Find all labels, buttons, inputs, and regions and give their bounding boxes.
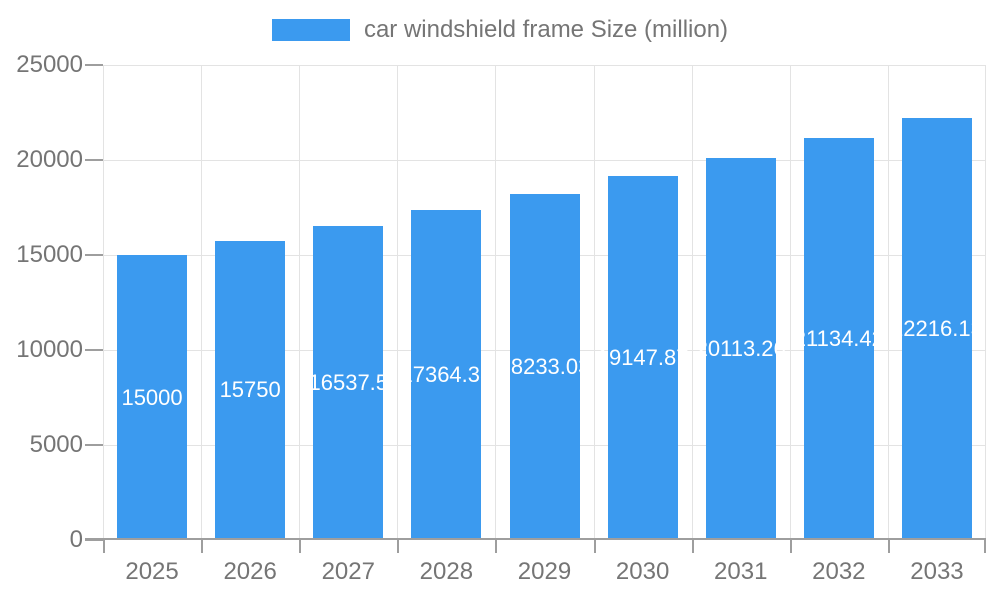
- x-axis-baseline: [85, 538, 986, 540]
- y-axis-label-10000: 10000: [16, 336, 83, 363]
- x-axis-label-2025: 2025: [125, 558, 179, 585]
- x-axis-tick-9: [984, 540, 986, 553]
- gridline-v-2: [299, 65, 301, 540]
- bar-2028[interactable]: [411, 210, 482, 540]
- gridline-v-8: [887, 65, 889, 540]
- x-axis-tick-2: [299, 540, 302, 553]
- x-axis-label-2027: 2027: [321, 558, 375, 585]
- y-axis-label-25000: 25000: [16, 51, 83, 78]
- x-axis-tick-5: [593, 540, 596, 553]
- gridline-v-4: [495, 65, 497, 540]
- gridline-v-6: [691, 65, 693, 540]
- x-axis-label-2032: 2032: [812, 558, 866, 585]
- x-axis-tick-6: [691, 540, 694, 553]
- gridline-v-5: [593, 65, 595, 540]
- gridline-v-7: [789, 65, 791, 540]
- bar-2027[interactable]: [313, 225, 384, 540]
- bar-2031[interactable]: [705, 157, 776, 540]
- bar-2033[interactable]: [901, 117, 972, 540]
- y-axis-label-20000: 20000: [16, 146, 83, 173]
- gridline-v-0: [103, 65, 104, 540]
- gridline-v-3: [397, 65, 399, 540]
- gridline-h-25000: [103, 64, 986, 66]
- y-axis-tick-20000: [85, 159, 103, 161]
- legend-swatch: [271, 19, 350, 41]
- y-axis-label-0: 0: [69, 526, 83, 553]
- gridline-v-1: [201, 65, 203, 540]
- x-axis-label-2033: 2033: [910, 558, 964, 585]
- x-axis-label-2026: 2026: [223, 558, 277, 585]
- legend-label: car windshield frame Size (million): [363, 16, 729, 43]
- x-axis-tick-8: [887, 540, 890, 553]
- x-axis-label-2030: 2030: [615, 558, 670, 585]
- x-axis-tick-7: [789, 540, 792, 553]
- x-axis-label-2028: 2028: [419, 558, 474, 585]
- y-axis-tick-10000: [85, 349, 103, 351]
- gridline-v-9: [985, 65, 986, 540]
- y-axis-label-15000: 15000: [16, 241, 83, 268]
- legend-item[interactable]: car windshield frame Size (million): [0, 16, 1000, 44]
- y-axis-label-5000: 5000: [29, 431, 83, 458]
- y-axis-tick-0: [85, 539, 103, 541]
- x-axis-label-2031: 2031: [714, 558, 768, 585]
- x-axis-tick-1: [201, 540, 204, 553]
- y-axis-tick-15000: [85, 254, 103, 256]
- bar-2026[interactable]: [215, 240, 286, 540]
- x-axis-tick-3: [397, 540, 400, 553]
- bar-2025[interactable]: [117, 255, 188, 540]
- gridline-h-20000: [103, 159, 986, 161]
- bar-2029[interactable]: [509, 193, 580, 540]
- y-axis-tick-25000: [85, 64, 103, 66]
- x-axis-label-2029: 2029: [517, 558, 572, 585]
- bar-2030[interactable]: [607, 176, 678, 540]
- y-axis-tick-5000: [85, 444, 103, 446]
- plot-area: 0 5000 10000 15000 20000 25000 15000 2025 15750 2…: [16, 51, 986, 585]
- bar-2032[interactable]: [803, 138, 874, 540]
- x-axis-tick-0: [103, 540, 105, 553]
- x-axis-tick-4: [495, 540, 498, 553]
